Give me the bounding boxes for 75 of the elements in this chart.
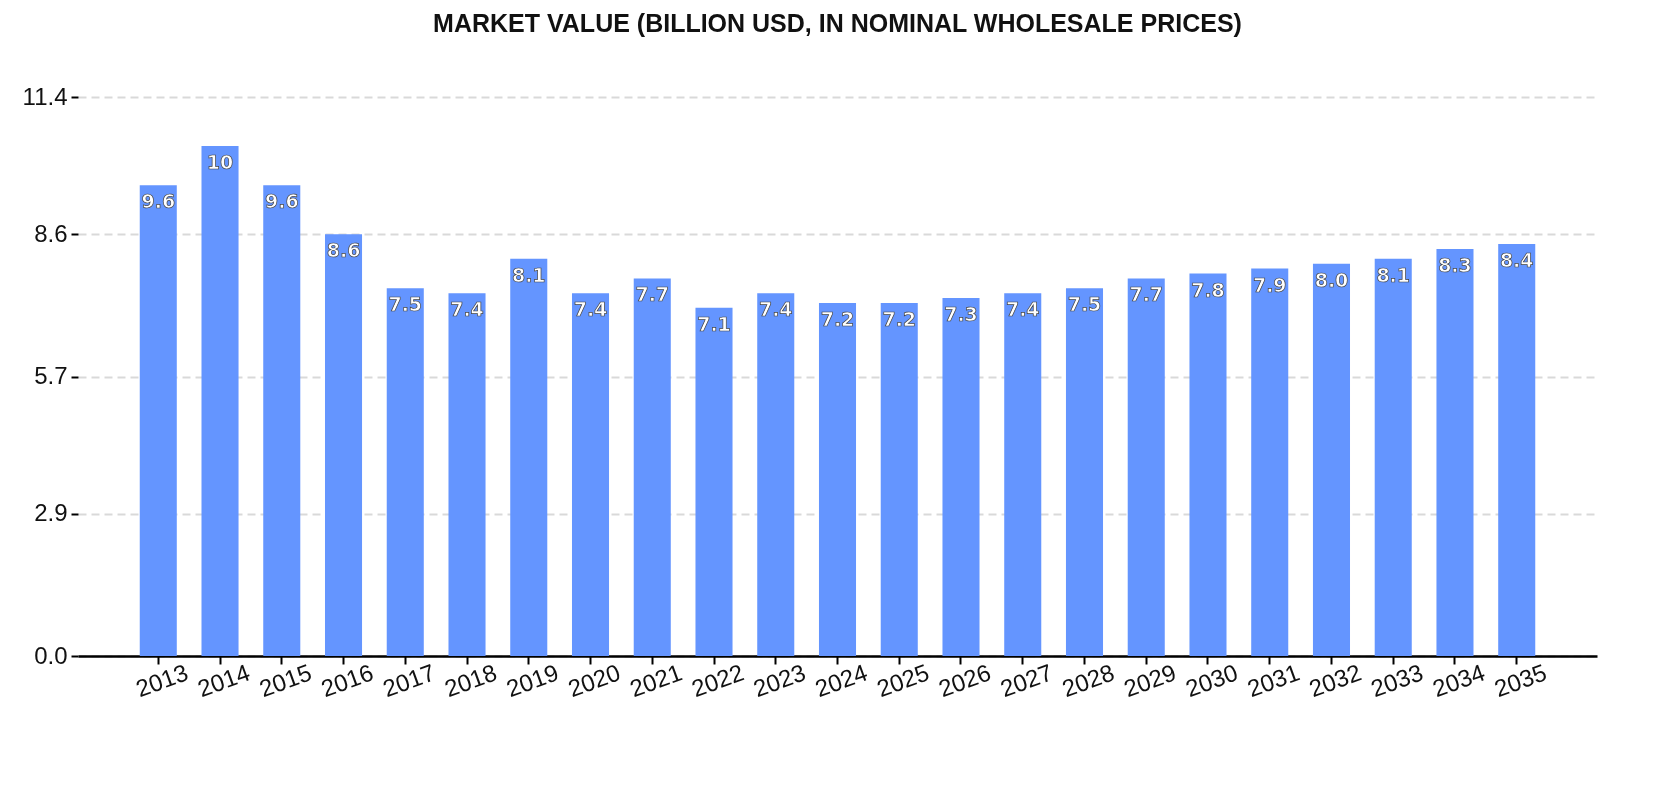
x-tick-label: 2032 — [1305, 658, 1365, 703]
bar — [386, 288, 424, 656]
bar — [571, 293, 610, 656]
x-tick-label: 2027 — [996, 658, 1057, 703]
bar — [510, 258, 548, 656]
data-label: 8.4 — [1499, 249, 1534, 272]
data-label: 8.6 — [326, 239, 361, 262]
data-label: 7.4 — [450, 298, 484, 321]
bar — [757, 293, 795, 656]
data-label: 8.3 — [1438, 254, 1472, 277]
data-label: 7.2 — [820, 307, 855, 330]
bar — [448, 293, 486, 656]
bar — [1189, 273, 1227, 656]
bar — [324, 234, 363, 656]
data-label: 7.7 — [1129, 283, 1164, 306]
bar — [263, 185, 301, 656]
x-tick-label: 2024 — [811, 658, 871, 703]
x-tick-label: 2028 — [1058, 658, 1118, 703]
x-tick-label: 2014 — [193, 658, 254, 703]
data-label: 7.4 — [573, 298, 608, 321]
x-tick-label: 2017 — [379, 658, 439, 703]
data-label: 7.9 — [1252, 273, 1287, 296]
bar — [1498, 244, 1536, 656]
x-tick-label: 2020 — [564, 658, 624, 703]
data-label: 7.7 — [635, 283, 670, 306]
x-tick-label: 2025 — [873, 658, 933, 703]
y-tick-label: 0.0 — [34, 641, 68, 669]
bar — [1374, 258, 1412, 656]
x-tick-label: 2029 — [1120, 658, 1180, 703]
x-tick-label: 2013 — [132, 658, 192, 703]
data-label: 9.6 — [264, 190, 299, 213]
bar — [1127, 278, 1165, 656]
data-label: 7.5 — [388, 293, 423, 316]
bar — [1004, 293, 1042, 656]
chart-title: MARKET VALUE (BILLION USD, IN NOMINAL WHOLESALE PRICES) — [433, 9, 1242, 37]
x-tick-label: 2019 — [502, 658, 563, 703]
x-tick-label: 2022 — [687, 658, 748, 703]
x-tick-label: 2026 — [934, 658, 995, 703]
bar — [818, 302, 857, 656]
data-label: 8.1 — [1376, 263, 1411, 286]
x-tick-label: 2031 — [1243, 658, 1304, 703]
data-label: 10 — [206, 151, 234, 174]
data-label: 7.4 — [1005, 298, 1040, 321]
data-label: 7.4 — [758, 298, 793, 321]
x-tick-label: 2030 — [1181, 658, 1242, 703]
x-tick-label: 2034 — [1428, 658, 1489, 703]
data-label: 7.3 — [944, 303, 978, 326]
data-label: 7.1 — [697, 312, 731, 335]
x-tick-label: 2033 — [1367, 658, 1427, 703]
bar — [880, 302, 918, 656]
bar — [942, 298, 980, 656]
data-label: 8.1 — [511, 263, 546, 286]
x-tick-label: 2023 — [749, 658, 810, 703]
bar — [201, 146, 239, 656]
x-tick-label: 2015 — [255, 658, 316, 703]
bar — [1065, 288, 1104, 656]
y-tick-label: 2.9 — [34, 499, 68, 527]
x-tick-label: 2021 — [626, 658, 686, 703]
data-label: 7.2 — [882, 307, 917, 330]
y-tick-label: 11.4 — [22, 82, 68, 110]
x-tick-label: 2035 — [1490, 658, 1551, 703]
y-tick-label: 5.7 — [34, 362, 68, 389]
bar — [1312, 263, 1351, 656]
bar — [633, 278, 671, 656]
bar — [139, 185, 177, 656]
data-label: 7.8 — [1191, 278, 1225, 301]
data-label: 9.6 — [141, 190, 176, 213]
bar — [695, 307, 733, 656]
x-tick-label: 2018 — [440, 658, 501, 703]
data-label: 7.5 — [1067, 293, 1102, 316]
bar — [1251, 268, 1289, 656]
data-label: 8.0 — [1314, 268, 1349, 291]
y-tick-label: 8.6 — [34, 219, 68, 247]
x-tick-label: 2016 — [317, 658, 377, 703]
bar — [1436, 249, 1474, 656]
